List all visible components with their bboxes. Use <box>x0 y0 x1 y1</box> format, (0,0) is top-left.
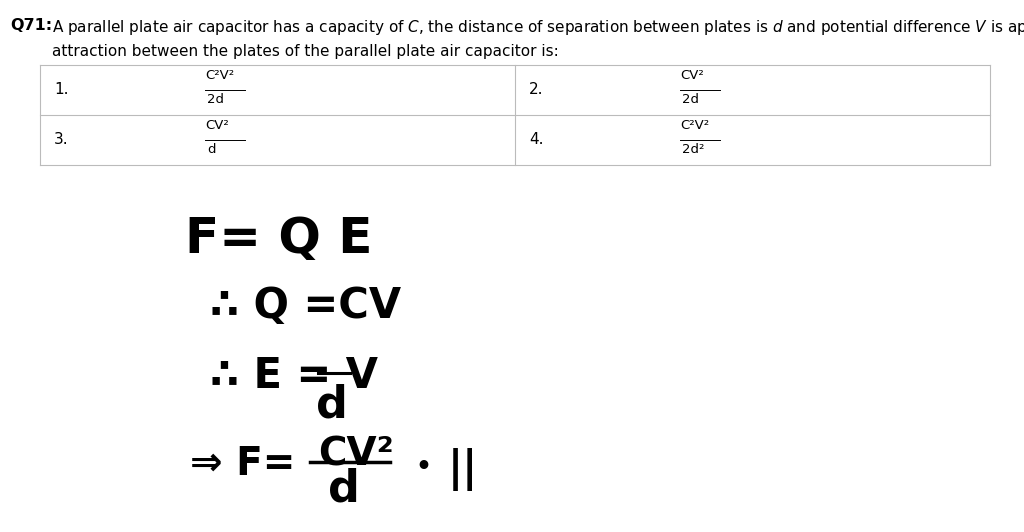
Text: d: d <box>328 468 359 511</box>
Text: CV²: CV² <box>318 435 393 473</box>
Text: 2d: 2d <box>682 93 699 106</box>
Text: 2d: 2d <box>207 93 224 106</box>
Text: CV²: CV² <box>680 69 703 82</box>
Text: Q71:: Q71: <box>10 18 52 33</box>
Text: C²V²: C²V² <box>680 119 710 132</box>
Text: A parallel plate air capacitor has a capacity of $C$, the distance of separation: A parallel plate air capacitor has a cap… <box>52 18 1024 59</box>
Text: 2d²: 2d² <box>682 143 705 156</box>
Text: ||: || <box>449 448 478 491</box>
Text: 3.: 3. <box>54 132 69 147</box>
Text: ⇒ F=: ⇒ F= <box>190 445 295 483</box>
Text: 1.: 1. <box>54 82 69 97</box>
Text: ∴ Q =CV: ∴ Q =CV <box>210 285 401 327</box>
Text: F= Q E: F= Q E <box>185 215 373 263</box>
Text: d: d <box>316 383 348 426</box>
Text: d: d <box>207 143 215 156</box>
Text: CV²: CV² <box>205 119 228 132</box>
Text: ∴ E = V: ∴ E = V <box>210 355 378 397</box>
Text: 4.: 4. <box>529 132 544 147</box>
Text: 2.: 2. <box>529 82 544 97</box>
Text: C²V²: C²V² <box>205 69 234 82</box>
Text: •: • <box>415 455 431 479</box>
